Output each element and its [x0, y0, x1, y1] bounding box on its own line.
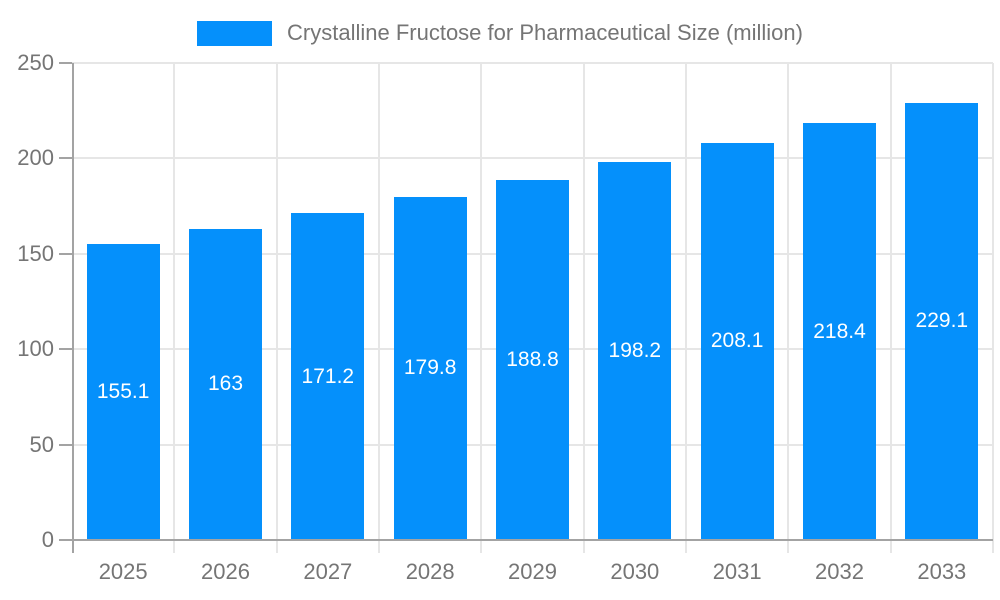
bar[interactable]: 188.8 [496, 179, 569, 540]
bar[interactable]: 171.2 [291, 213, 365, 540]
x-gridline [787, 63, 790, 553]
y-tick-mark [59, 348, 72, 351]
y-axis-tick-label: 250 [17, 50, 54, 75]
bar-value-label: 163 [207, 372, 244, 396]
bar[interactable]: 179.8 [393, 196, 467, 540]
y-tick-mark [59, 443, 72, 446]
x-axis-tick-label: 2031 [712, 559, 762, 584]
bar-value-label: 155.1 [96, 380, 150, 404]
x-axis-tick-label: 2033 [917, 559, 967, 584]
x-axis-tick-label: 2027 [303, 559, 353, 584]
x-axis-tick-label: 2032 [815, 559, 864, 584]
x-axis-tick-label: 2026 [201, 559, 250, 584]
bar[interactable]: 218.4 [803, 123, 876, 540]
bar-value-label: 198.2 [608, 338, 662, 362]
bar-value-label: 218.4 [813, 319, 866, 343]
x-gridline [685, 63, 687, 553]
x-axis-tick-label: 2030 [610, 559, 660, 584]
y-axis-line [72, 63, 74, 553]
bar-value-label: 179.8 [403, 356, 457, 380]
y-axis-tick-label: 150 [17, 240, 54, 266]
bar[interactable]: 198.2 [598, 161, 672, 540]
bar-value-label: 188.8 [506, 347, 559, 371]
y-axis-tick-label: 100 [17, 336, 54, 362]
bar[interactable]: 208.1 [700, 142, 774, 540]
x-gridline [378, 63, 380, 553]
y-axis-tick-label: 200 [17, 145, 54, 171]
x-gridline [992, 63, 994, 553]
y-gridline [72, 157, 993, 160]
y-tick-mark [59, 62, 72, 64]
x-gridline [889, 63, 892, 553]
y-tick-mark [59, 157, 72, 160]
bar-value-label: 171.2 [301, 364, 355, 388]
bar[interactable]: 229.1 [905, 102, 979, 540]
y-axis-tick-label: 0 [41, 527, 54, 552]
x-axis-tick-label: 2025 [98, 559, 148, 584]
x-axis-line [72, 539, 993, 541]
x-gridline [173, 63, 176, 553]
legend-swatch [197, 20, 273, 46]
x-gridline [480, 63, 483, 553]
x-axis-tick-label: 2028 [405, 559, 455, 584]
bar[interactable]: 155.1 [86, 244, 160, 540]
x-axis-tick-label: 2029 [508, 559, 557, 584]
y-tick-mark [59, 539, 72, 541]
y-gridline [72, 62, 993, 64]
legend[interactable]: Crystalline Fructose for Pharmaceutical … [0, 17, 1000, 49]
bar-value-label: 229.1 [915, 309, 969, 333]
x-gridline [275, 63, 278, 553]
x-gridline [582, 63, 585, 553]
y-tick-mark [59, 252, 72, 255]
legend-label: Crystalline Fructose for Pharmaceutical … [287, 20, 803, 45]
bar-value-label: 208.1 [710, 329, 764, 353]
bar[interactable]: 163 [189, 228, 262, 540]
y-axis-tick-label: 50 [29, 431, 54, 457]
